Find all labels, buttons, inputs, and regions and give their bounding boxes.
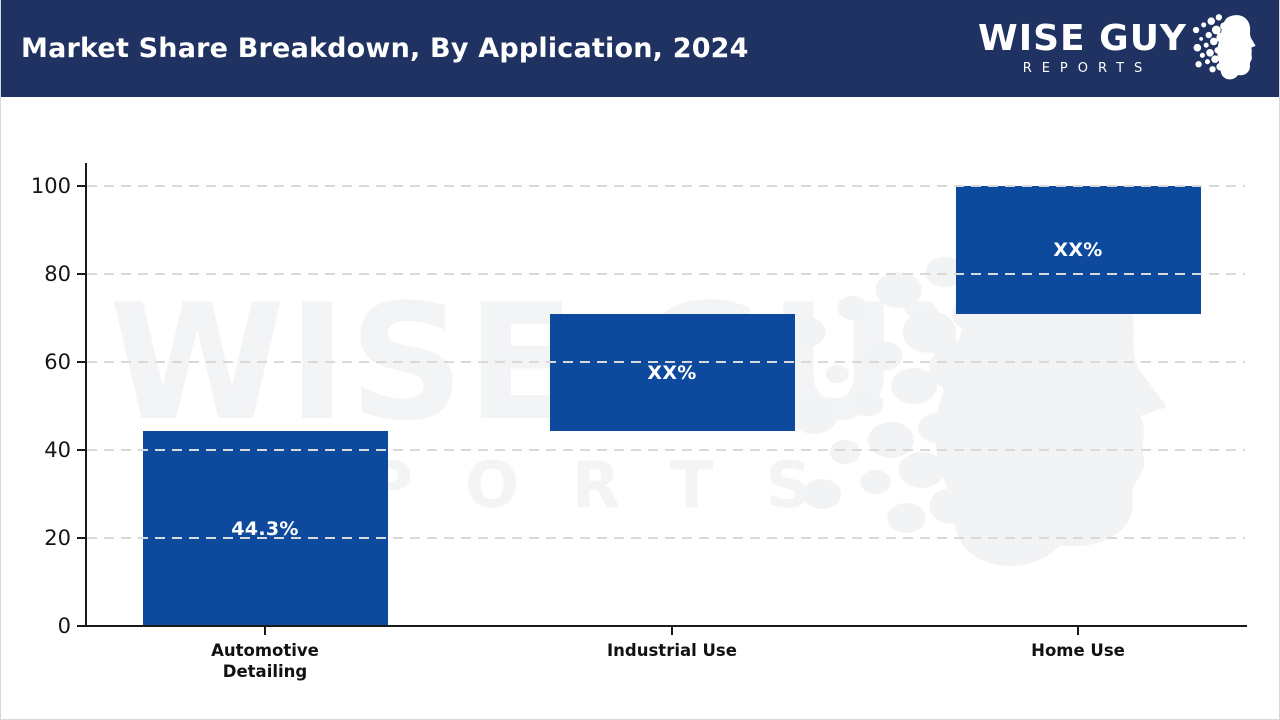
bar-value-label: 44.3% xyxy=(231,517,299,540)
x-axis-line xyxy=(85,625,1247,627)
x-category-label: Automotive Detailing xyxy=(211,641,319,681)
bar: 44.3% xyxy=(142,431,388,626)
y-tick-label: 20 xyxy=(44,526,71,550)
y-tick-label: 100 xyxy=(30,174,71,198)
bar-value-label: XX% xyxy=(1053,239,1103,262)
y-axis-line xyxy=(85,163,87,626)
logo-wordmark-line1: WISE GUY xyxy=(977,18,1187,59)
x-category-label: Industrial Use xyxy=(607,641,737,660)
y-tick-mark xyxy=(77,361,85,363)
x-tick-mark xyxy=(1077,627,1079,635)
wise-guy-reports-logo: WISE GUY REPORTS xyxy=(978,8,1267,90)
grid-line xyxy=(87,185,1245,187)
y-tick-label: 60 xyxy=(44,350,71,374)
bar: XX% xyxy=(549,314,795,432)
x-category-label: Home Use xyxy=(1031,641,1125,660)
logo-wordmark-line2: REPORTS xyxy=(1022,61,1153,76)
y-tick-label: 0 xyxy=(57,614,71,638)
chart-title: Market Share Breakdown, By Application, … xyxy=(21,33,749,64)
grid-line xyxy=(87,361,1245,363)
chart-canvas: WISE GUY REPORTS 020406080100Automotive … xyxy=(1,97,1279,719)
header-bar: Market Share Breakdown, By Application, … xyxy=(1,0,1279,97)
grid-line xyxy=(87,449,1245,451)
y-tick-mark xyxy=(77,537,85,539)
bar: XX% xyxy=(955,186,1201,315)
logo-wordmark: WISE GUY REPORTS xyxy=(977,18,1187,77)
bar-value-label: XX% xyxy=(647,361,697,384)
y-tick-mark xyxy=(77,273,85,275)
y-tick-mark xyxy=(77,185,85,187)
x-tick-mark xyxy=(264,627,266,635)
x-tick-mark xyxy=(671,627,673,635)
dotted-head-logo-icon xyxy=(1192,13,1256,79)
y-tick-mark xyxy=(77,625,85,627)
y-tick-label: 80 xyxy=(44,262,71,286)
y-tick-mark xyxy=(77,449,85,451)
grid-line xyxy=(87,273,1245,275)
grid-line xyxy=(87,537,1245,539)
y-tick-label: 40 xyxy=(44,438,71,462)
